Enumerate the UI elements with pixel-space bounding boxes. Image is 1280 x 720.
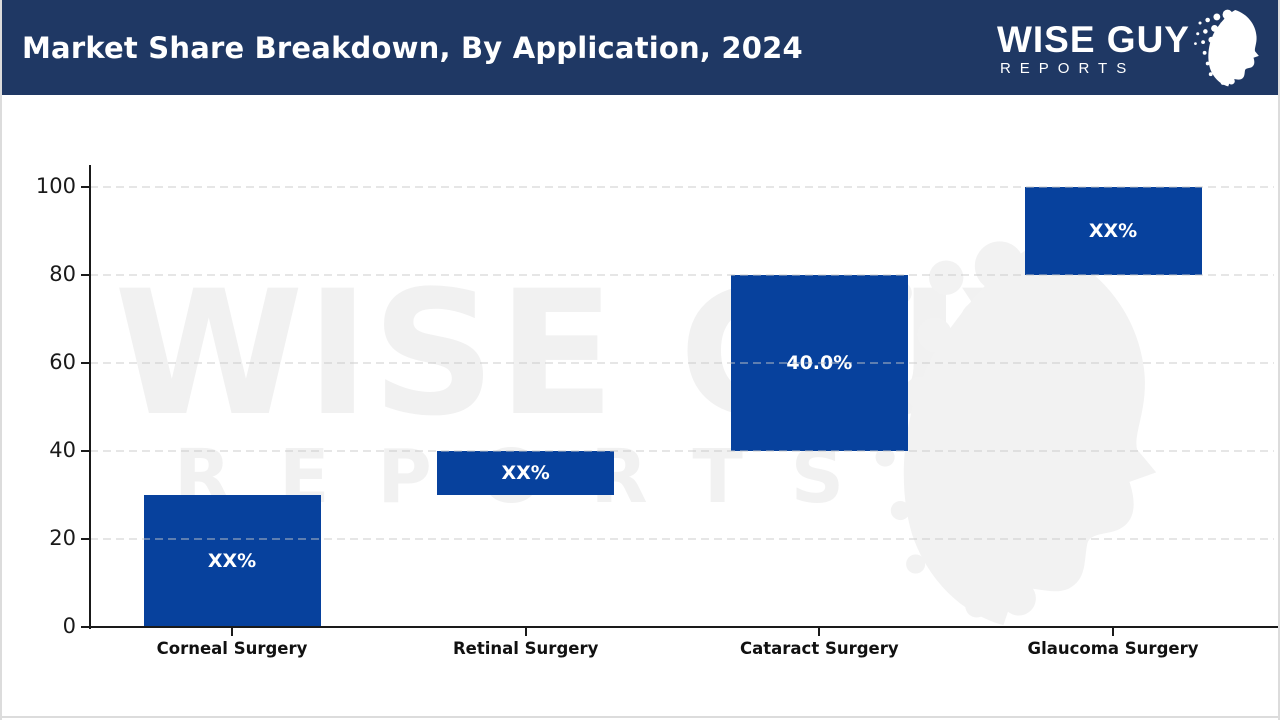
wiseguy-logo: WISE GUY REPORTS	[997, 6, 1268, 92]
x-tick-3	[1112, 627, 1114, 636]
gridline-60	[90, 362, 1274, 364]
x-tick-label-1: Retinal Surgery	[452, 639, 599, 658]
logo-subtext: REPORTS	[999, 60, 1136, 78]
bar-value-label: 40.0%	[786, 352, 853, 374]
bottom-border	[2, 716, 1278, 718]
x-tick-label-0: Corneal Surgery	[156, 639, 308, 658]
bar-retinal-surgery: XX%	[437, 451, 615, 495]
y-tick-label-100: 100	[35, 174, 76, 198]
bar-corneal-surgery: XX%	[143, 495, 321, 627]
bar-cataract-surgery: 40.0%	[730, 275, 908, 451]
x-tick-2	[818, 627, 821, 636]
y-tick-40	[81, 450, 90, 452]
bar-value-label: XX%	[1088, 220, 1138, 242]
x-tick-label-2: Cataract Surgery	[740, 639, 899, 658]
logo-wordmark: WISE GUY	[996, 18, 1190, 60]
x-tick-1	[524, 627, 527, 636]
x-tick-0	[231, 627, 233, 636]
y-tick-0	[81, 626, 90, 628]
y-tick-label-80: 80	[49, 262, 76, 286]
y-tick-label-20: 20	[49, 526, 76, 550]
y-tick-20	[81, 538, 90, 540]
chart-title: Market Share Breakdown, By Application, …	[22, 30, 803, 65]
logo-text: WISE GUY REPORTS	[996, 18, 1190, 78]
gridline-100	[90, 186, 1274, 188]
bar-value-label: XX%	[207, 550, 257, 572]
gridline-80	[90, 274, 1274, 276]
y-tick-label-0: 0	[62, 614, 76, 638]
figure-header: Market Share Breakdown, By Application, …	[2, 0, 1278, 95]
gridline-20	[90, 538, 1274, 540]
x-tick-label-3: Glaucoma Surgery	[1027, 639, 1199, 658]
bar-value-label: XX%	[501, 462, 550, 484]
y-tick-100	[81, 186, 90, 188]
y-tick-label-60: 60	[49, 350, 76, 374]
y-tick-80	[81, 274, 90, 276]
x-axis-line	[89, 626, 1278, 628]
y-tick-60	[81, 362, 90, 364]
y-tick-label-40: 40	[49, 438, 76, 462]
gridline-40	[90, 450, 1274, 452]
logo-face-icon	[1194, 9, 1259, 87]
y-axis-line	[89, 165, 91, 629]
bar-glaucoma-surgery: XX%	[1024, 187, 1202, 275]
